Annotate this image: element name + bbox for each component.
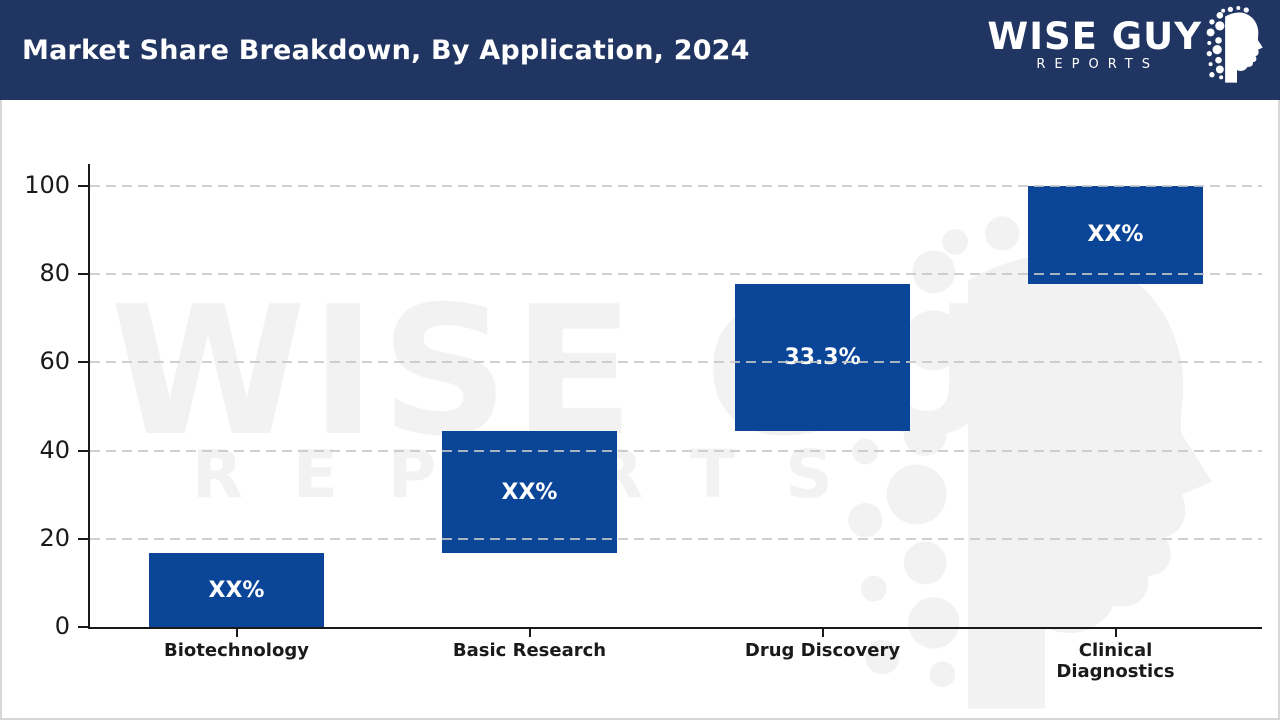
y-tick-label: 60 <box>39 347 70 376</box>
x-tick <box>1114 629 1117 637</box>
y-tick <box>78 361 90 364</box>
brand-name: WISE GUY <box>987 14 1202 58</box>
y-tick-label: 40 <box>39 435 70 464</box>
y-tick <box>78 626 90 628</box>
x-tick-label: Clinical Diagnostics <box>1056 640 1175 683</box>
y-tick <box>78 185 90 187</box>
brand-tagline: REPORTS <box>1036 57 1159 73</box>
x-tick <box>528 629 531 637</box>
bar-value-label: XX% <box>501 479 558 505</box>
gridline <box>90 537 1262 540</box>
gridline <box>90 273 1262 276</box>
x-tick <box>821 629 824 637</box>
bar-value-label: 33.3% <box>784 344 861 370</box>
y-tick-label: 100 <box>24 171 70 199</box>
x-tick-label: Drug Discovery <box>744 640 901 661</box>
bar: 33.3% <box>734 283 911 431</box>
y-tick <box>78 449 90 452</box>
bar-value-label: XX% <box>208 577 265 603</box>
y-tick <box>78 273 90 276</box>
bar-value-label: XX% <box>1087 222 1144 248</box>
y-tick-label: 80 <box>39 259 70 288</box>
brand-head-icon <box>1206 6 1263 83</box>
bar: XX% <box>1027 186 1204 284</box>
x-tick-label: Biotechnology <box>164 640 309 661</box>
y-axis-line <box>88 164 90 629</box>
x-tick <box>235 629 238 637</box>
header-bar: Market Share Breakdown, By Application, … <box>0 0 1280 100</box>
y-tick <box>78 537 90 540</box>
x-tick-label: Basic Research <box>452 640 607 661</box>
x-axis-line <box>88 627 1262 629</box>
y-tick-label: 20 <box>39 523 70 552</box>
gridline <box>90 449 1262 452</box>
y-tick-label: 0 <box>54 612 70 640</box>
brand-text: WISE GUY REPORTS <box>987 14 1202 73</box>
gridline <box>90 361 1262 364</box>
bar: XX% <box>148 553 325 627</box>
gridline <box>90 185 1262 187</box>
brand-logo: WISE GUY REPORTS <box>987 6 1270 84</box>
chart-title: Market Share Breakdown, By Application, … <box>22 34 750 66</box>
